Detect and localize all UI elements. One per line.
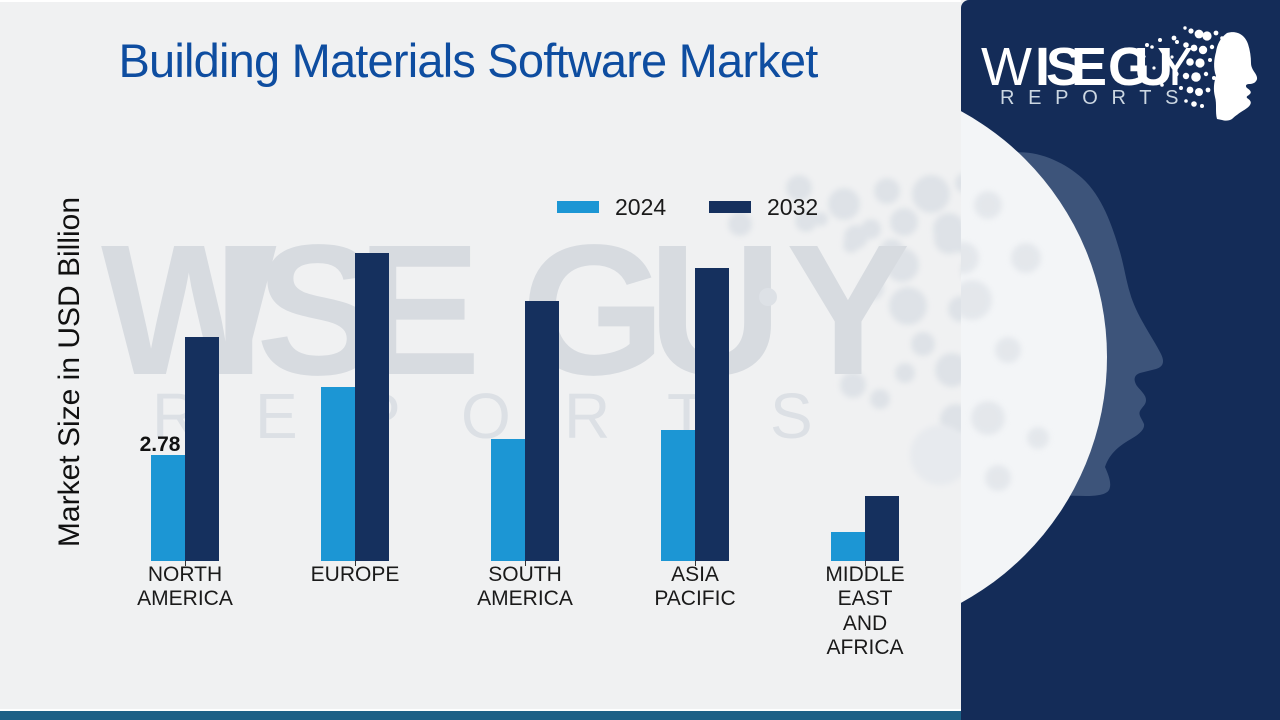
svg-text:W: W [981, 37, 1032, 97]
svg-text:REPORTS: REPORTS [1000, 87, 1192, 109]
svg-text:E: E [1071, 37, 1107, 97]
svg-text:S: S [1046, 37, 1082, 97]
svg-text:I: I [213, 207, 265, 414]
svg-text:G: G [1108, 37, 1150, 97]
svg-text:Y: Y [786, 207, 910, 414]
svg-text:I: I [1035, 37, 1050, 97]
